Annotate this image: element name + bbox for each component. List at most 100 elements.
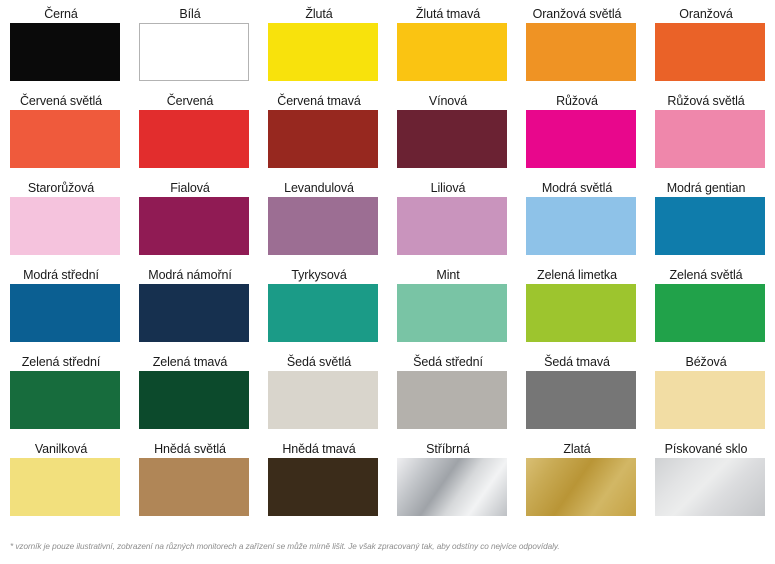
swatch-cell[interactable]: Zelená limetka: [526, 266, 636, 342]
swatch-label: Zlatá: [563, 442, 591, 456]
swatch-color-chip[interactable]: [655, 284, 765, 342]
swatch-label: Stříbrná: [426, 442, 470, 456]
swatch-label: Pískované sklo: [664, 442, 748, 456]
swatch-cell[interactable]: Modrá světlá: [526, 179, 636, 255]
swatch-cell[interactable]: Červená: [139, 92, 249, 168]
swatch-cell[interactable]: Zelená tmavá: [139, 353, 249, 429]
swatch-label: Šedá tmavá: [544, 355, 610, 369]
swatch-color-chip[interactable]: [10, 197, 120, 255]
swatch-label: Růžová: [556, 94, 598, 108]
swatch-label: Bílá: [179, 7, 201, 21]
swatch-cell[interactable]: Šedá střední: [397, 353, 507, 429]
swatch-color-chip[interactable]: [139, 110, 249, 168]
swatch-cell[interactable]: Zelená střední: [10, 353, 120, 429]
swatch-color-chip[interactable]: [268, 458, 378, 516]
swatch-color-chip[interactable]: [268, 371, 378, 429]
swatch-label: Šedá střední: [413, 355, 483, 369]
swatch-cell[interactable]: Modrá námořní: [139, 266, 249, 342]
swatch-color-chip[interactable]: [139, 458, 249, 516]
swatch-color-chip[interactable]: [139, 371, 249, 429]
swatch-label: Béžová: [685, 355, 727, 369]
swatch-label: Zelená světlá: [669, 268, 743, 282]
swatch-color-chip[interactable]: [655, 197, 765, 255]
swatch-cell[interactable]: Mint: [397, 266, 507, 342]
swatch-cell[interactable]: Pískované sklo: [655, 440, 765, 516]
swatch-cell[interactable]: Stříbrná: [397, 440, 507, 516]
swatch-label: Vínová: [428, 94, 468, 108]
swatch-cell[interactable]: Zlatá: [526, 440, 636, 516]
swatch-cell[interactable]: Hnědá světlá: [139, 440, 249, 516]
swatch-color-chip[interactable]: [655, 458, 765, 516]
swatch-color-chip[interactable]: [10, 371, 120, 429]
swatch-label: Modrá námořní: [148, 268, 232, 282]
swatch-cell[interactable]: Béžová: [655, 353, 765, 429]
swatch-cell[interactable]: Červená světlá: [10, 92, 120, 168]
swatch-color-chip[interactable]: [397, 110, 507, 168]
swatch-cell[interactable]: Modrá střední: [10, 266, 120, 342]
swatch-color-chip[interactable]: [655, 110, 765, 168]
swatch-color-chip[interactable]: [397, 284, 507, 342]
swatch-color-chip[interactable]: [526, 197, 636, 255]
swatch-label: Hnědá tmavá: [282, 442, 356, 456]
swatch-color-chip[interactable]: [397, 371, 507, 429]
swatch-color-chip[interactable]: [526, 23, 636, 81]
swatch-cell[interactable]: Žlutá: [268, 5, 378, 81]
swatch-cell[interactable]: Vínová: [397, 92, 507, 168]
swatch-cell[interactable]: Černá: [10, 5, 120, 81]
swatch-color-chip[interactable]: [655, 23, 765, 81]
swatch-color-chip[interactable]: [10, 284, 120, 342]
swatch-color-chip[interactable]: [526, 110, 636, 168]
swatch-color-chip[interactable]: [268, 110, 378, 168]
swatch-color-chip[interactable]: [655, 371, 765, 429]
swatch-color-chip[interactable]: [10, 458, 120, 516]
swatch-cell[interactable]: Bílá: [139, 5, 249, 81]
swatch-color-chip[interactable]: [268, 284, 378, 342]
swatch-label: Růžová světlá: [667, 94, 745, 108]
swatch-color-chip[interactable]: [526, 284, 636, 342]
footnote-disclaimer: * vzorník je pouze ilustrativní, zobraze…: [10, 542, 560, 551]
swatch-cell[interactable]: Oranžová: [655, 5, 765, 81]
swatch-color-chip[interactable]: [397, 23, 507, 81]
swatch-cell[interactable]: Šedá světlá: [268, 353, 378, 429]
swatch-color-chip[interactable]: [139, 23, 249, 81]
swatch-color-chip[interactable]: [526, 458, 636, 516]
swatch-label: Červená světlá: [20, 94, 102, 108]
swatch-cell[interactable]: Modrá gentian: [655, 179, 765, 255]
swatch-cell[interactable]: Oranžová světlá: [526, 5, 636, 81]
swatch-label: Levandulová: [284, 181, 354, 195]
swatch-color-chip[interactable]: [268, 197, 378, 255]
swatch-cell[interactable]: Červená tmavá: [268, 92, 378, 168]
swatch-cell[interactable]: Hnědá tmavá: [268, 440, 378, 516]
swatch-cell[interactable]: Fialová: [139, 179, 249, 255]
swatch-color-chip[interactable]: [526, 371, 636, 429]
swatch-label: Červená: [166, 94, 214, 108]
swatch-label: Hnědá světlá: [154, 442, 226, 456]
swatch-color-chip[interactable]: [397, 458, 507, 516]
swatch-cell[interactable]: Růžová světlá: [655, 92, 765, 168]
swatch-color-chip[interactable]: [139, 197, 249, 255]
swatch-color-chip[interactable]: [10, 23, 120, 81]
swatch-cell[interactable]: Růžová: [526, 92, 636, 168]
swatch-label: Černá: [44, 7, 78, 21]
swatch-label: Zelená střední: [21, 355, 101, 369]
swatch-color-chip[interactable]: [10, 110, 120, 168]
swatch-label: Modrá gentian: [666, 181, 746, 195]
swatch-label: Vanilková: [34, 442, 88, 456]
swatch-label: Zelená tmavá: [152, 355, 228, 369]
swatch-cell[interactable]: Šedá tmavá: [526, 353, 636, 429]
swatch-color-chip[interactable]: [139, 284, 249, 342]
swatch-cell[interactable]: Starorůžová: [10, 179, 120, 255]
swatch-cell[interactable]: Levandulová: [268, 179, 378, 255]
swatch-label: Červená tmavá: [277, 94, 361, 108]
swatch-label: Liliová: [430, 181, 466, 195]
swatch-cell[interactable]: Zelená světlá: [655, 266, 765, 342]
swatch-cell[interactable]: Tyrkysová: [268, 266, 378, 342]
swatch-color-chip[interactable]: [268, 23, 378, 81]
swatch-cell[interactable]: Žlutá tmavá: [397, 5, 507, 81]
swatch-color-chip[interactable]: [397, 197, 507, 255]
swatch-cell[interactable]: Vanilková: [10, 440, 120, 516]
swatch-label: Fialová: [170, 181, 210, 195]
swatch-cell[interactable]: Liliová: [397, 179, 507, 255]
swatch-label: Starorůžová: [27, 181, 95, 195]
swatch-label: Oranžová: [679, 7, 733, 21]
